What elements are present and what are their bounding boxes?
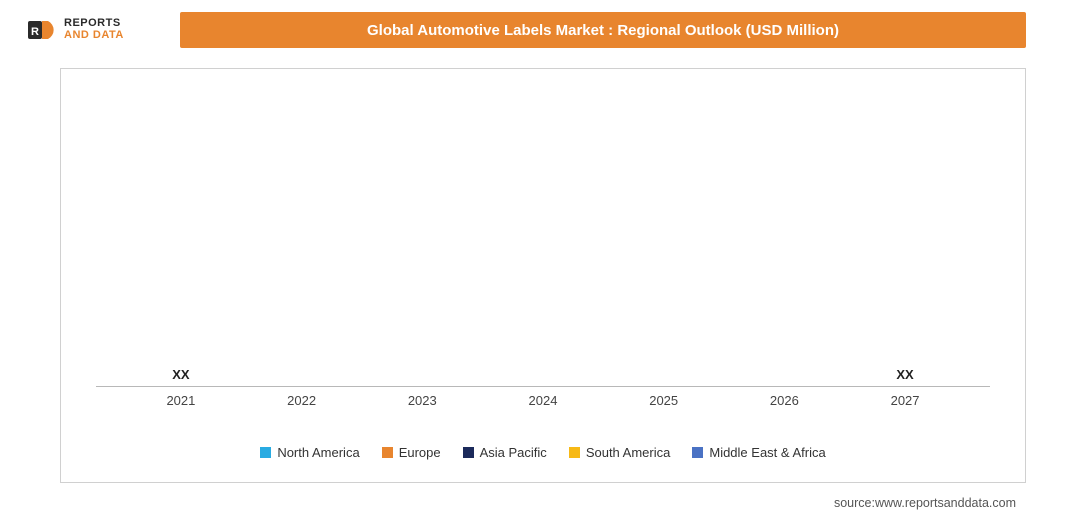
x-axis-label: 2022 — [279, 393, 325, 408]
logo-mark-icon: R — [28, 18, 58, 42]
legend-swatch-icon — [463, 447, 474, 458]
bar-annotation: XX — [882, 367, 928, 382]
legend-item: Middle East & Africa — [692, 445, 825, 460]
legend-label: North America — [277, 445, 359, 460]
x-axis-label: 2026 — [762, 393, 808, 408]
x-axis-label: 2027 — [882, 393, 928, 408]
source-text: source:www.reportsanddata.com — [834, 496, 1016, 510]
chart-legend: North America Europe Asia Pacific South Ame… — [61, 445, 1025, 460]
svg-text:R: R — [31, 26, 39, 38]
legend-swatch-icon — [569, 447, 580, 458]
logo-line2: AND DATA — [64, 30, 124, 42]
legend-item: Asia Pacific — [463, 445, 547, 460]
x-axis-label: 2021 — [158, 393, 204, 408]
chart-title: Global Automotive Labels Market : Region… — [180, 12, 1026, 48]
legend-item: Europe — [382, 445, 441, 460]
legend-item: South America — [569, 445, 671, 460]
legend-swatch-icon — [382, 447, 393, 458]
x-axis-label: 2024 — [520, 393, 566, 408]
legend-item: North America — [260, 445, 359, 460]
legend-label: Europe — [399, 445, 441, 460]
x-axis-label: 2023 — [400, 393, 446, 408]
legend-label: Asia Pacific — [480, 445, 547, 460]
legend-label: Middle East & Africa — [709, 445, 825, 460]
x-axis-label: 2025 — [641, 393, 687, 408]
brand-logo: R REPORTS AND DATA — [28, 18, 124, 42]
bar-annotation: XX — [158, 367, 204, 382]
chart-frame: 2021XX202220232024202520262027XX North A… — [60, 68, 1026, 483]
legend-label: South America — [586, 445, 671, 460]
chart-plot-area: 2021XX202220232024202520262027XX — [96, 89, 990, 387]
legend-swatch-icon — [260, 447, 271, 458]
legend-swatch-icon — [692, 447, 703, 458]
